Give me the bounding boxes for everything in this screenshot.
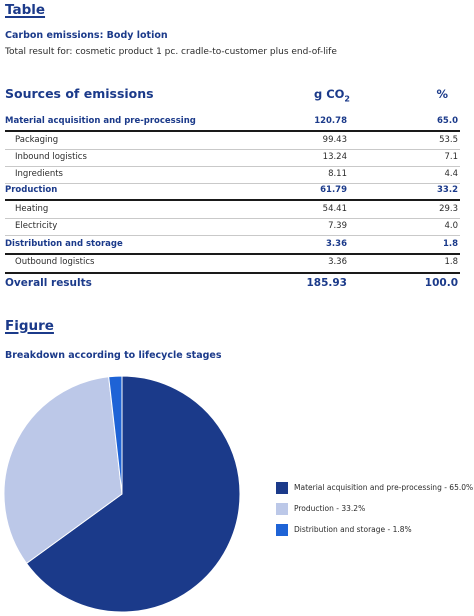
row-value: 3.36 [328,257,347,267]
row-percent: 4.4 [444,169,458,179]
table-row-production: Production 61.79 33.2 [5,182,460,199]
row-label: Outbound logistics [15,257,95,267]
table-header-sources: Sources of emissions [5,86,154,101]
table-row-outbound-logistics: Outbound logistics 3.36 1.8 [5,254,460,271]
row-value: 7.39 [328,221,347,231]
row-label: Ingredients [15,169,63,179]
row-label: Distribution and storage [5,239,123,249]
legend-swatch [276,524,288,536]
table-section-title: Table [5,2,46,18]
table-row-ingredients: Ingredients 8.11 4.4 [5,166,460,183]
table-row-heating: Heating 54.41 29.3 [5,201,460,218]
pie-chart [3,375,241,613]
row-label: Material acquisition and pre-processing [5,116,196,126]
unit-subscript: 2 [344,94,350,104]
row-divider [5,218,460,219]
row-label: Heating [15,204,49,214]
row-value: 99.43 [322,135,347,145]
row-label: Inbound logistics [15,152,87,162]
row-value: 54.41 [322,204,347,214]
row-divider [5,130,460,132]
slice-material [25,375,241,613]
table-row-material: Material acquisition and pre-processing … [5,113,460,130]
slice-distribution [108,375,123,495]
legend-label: Distribution and storage - 1.8% [294,525,412,534]
table-row-distribution: Distribution and storage 3.36 1.8 [5,236,460,253]
legend-swatch [276,482,288,494]
row-percent: 29.3 [439,204,458,214]
row-label: Packaging [15,135,59,145]
row-value: 8.11 [328,169,347,179]
row-label: Production [5,185,58,195]
slice-production [3,376,123,565]
row-value: 13.24 [322,152,347,162]
row-percent: 1.8 [444,257,458,267]
pie-slices [3,375,241,613]
table-header-percent: % [436,87,448,101]
row-percent: 4.0 [444,221,458,231]
row-divider [5,253,460,255]
row-value: 120.78 [314,116,347,126]
row-divider [5,199,460,201]
table-header-unit: g CO2 [314,87,350,103]
result-description: Total result for: cosmetic product 1 pc.… [5,47,337,57]
emissions-table: Sources of emissions g CO2 % Material ac… [5,86,460,296]
row-label: Overall results [5,277,92,289]
figure-subtitle: Breakdown according to lifecycle stages [5,350,222,361]
row-percent: 1.8 [442,239,458,249]
row-value: 61.79 [320,185,347,195]
legend-label: Material acquisition and pre-processing … [294,483,474,492]
table-row-electricity: Electricity 7.39 4.0 [5,218,460,235]
row-value: 3.36 [326,239,347,249]
row-percent: 7.1 [444,152,458,162]
row-divider [5,166,460,167]
legend-swatch [276,503,288,515]
row-percent: 33.2 [437,185,458,195]
row-percent: 65.0 [437,116,458,126]
row-value: 185.93 [306,277,347,289]
row-label: Electricity [15,221,58,231]
row-divider [5,149,460,150]
table-row-total: Overall results 185.93 100.0 [5,274,460,294]
unit-prefix: g CO [313,87,345,101]
table-row-inbound-logistics: Inbound logistics 13.24 7.1 [5,149,460,166]
figure-section-title: Figure [5,318,54,334]
row-divider [5,183,460,184]
row-divider [5,235,460,236]
table-row-packaging: Packaging 99.43 53.5 [5,132,460,149]
row-percent: 100.0 [424,277,458,289]
row-divider [5,272,460,274]
product-title: Carbon emissions: Body lotion [5,30,168,41]
row-percent: 53.5 [439,135,458,145]
legend-label: Production - 33.2% [294,504,366,513]
